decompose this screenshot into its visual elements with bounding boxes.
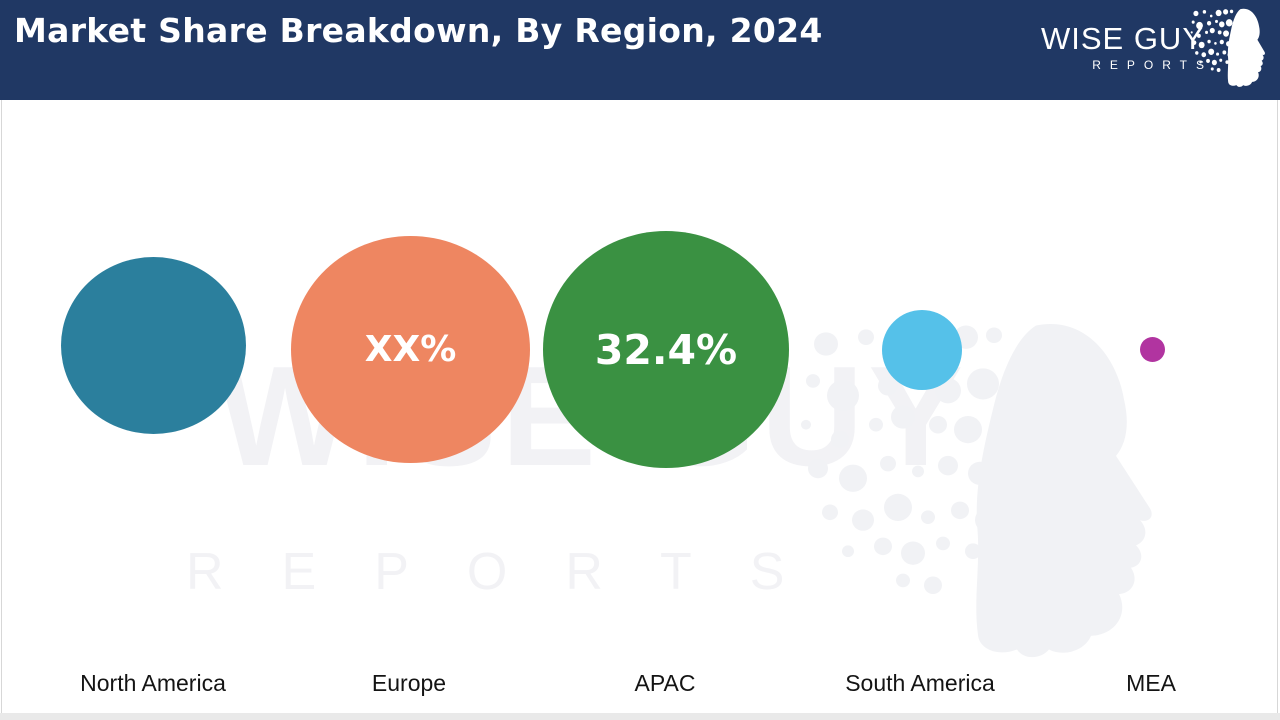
watermark-reports-label: REPORTS: [186, 543, 843, 601]
right-edge-divider: [1277, 100, 1278, 713]
bubble-value-apac: 32.4%: [594, 325, 738, 374]
bottom-strip-divider: [0, 713, 1280, 720]
brand-logo: WISE GUY REPORTS: [1041, 5, 1268, 89]
bubble-europe: XX%: [291, 236, 530, 463]
brand-logo-text: WISE GUY REPORTS: [1040, 21, 1204, 73]
brand-reports-label: REPORTS: [1092, 58, 1213, 72]
bubble-chart-area: WISE GUY REPORTS XX% 32.4% North America…: [0, 100, 1280, 720]
bubble-south-america: [882, 310, 962, 390]
left-edge-divider: [1, 100, 2, 713]
bubble-apac: 32.4%: [543, 231, 789, 468]
header-bar: Market Share Breakdown, By Region, 2024 …: [0, 0, 1280, 100]
bubble-north-america: [61, 257, 246, 434]
region-label-mea: MEA: [1126, 670, 1176, 696]
region-label-north-america: North America: [80, 670, 226, 696]
region-label-apac: APAC: [634, 670, 696, 696]
region-label-europe: Europe: [371, 670, 447, 696]
bubble-value-europe: XX%: [364, 329, 457, 370]
bubble-mea: [1140, 337, 1165, 362]
page-title: Market Share Breakdown, By Region, 2024: [14, 11, 823, 50]
region-label-south-america: South America: [845, 670, 995, 696]
brand-wordmark: WISE GUY: [1040, 21, 1204, 56]
watermark-head-icon: [798, 308, 1166, 666]
